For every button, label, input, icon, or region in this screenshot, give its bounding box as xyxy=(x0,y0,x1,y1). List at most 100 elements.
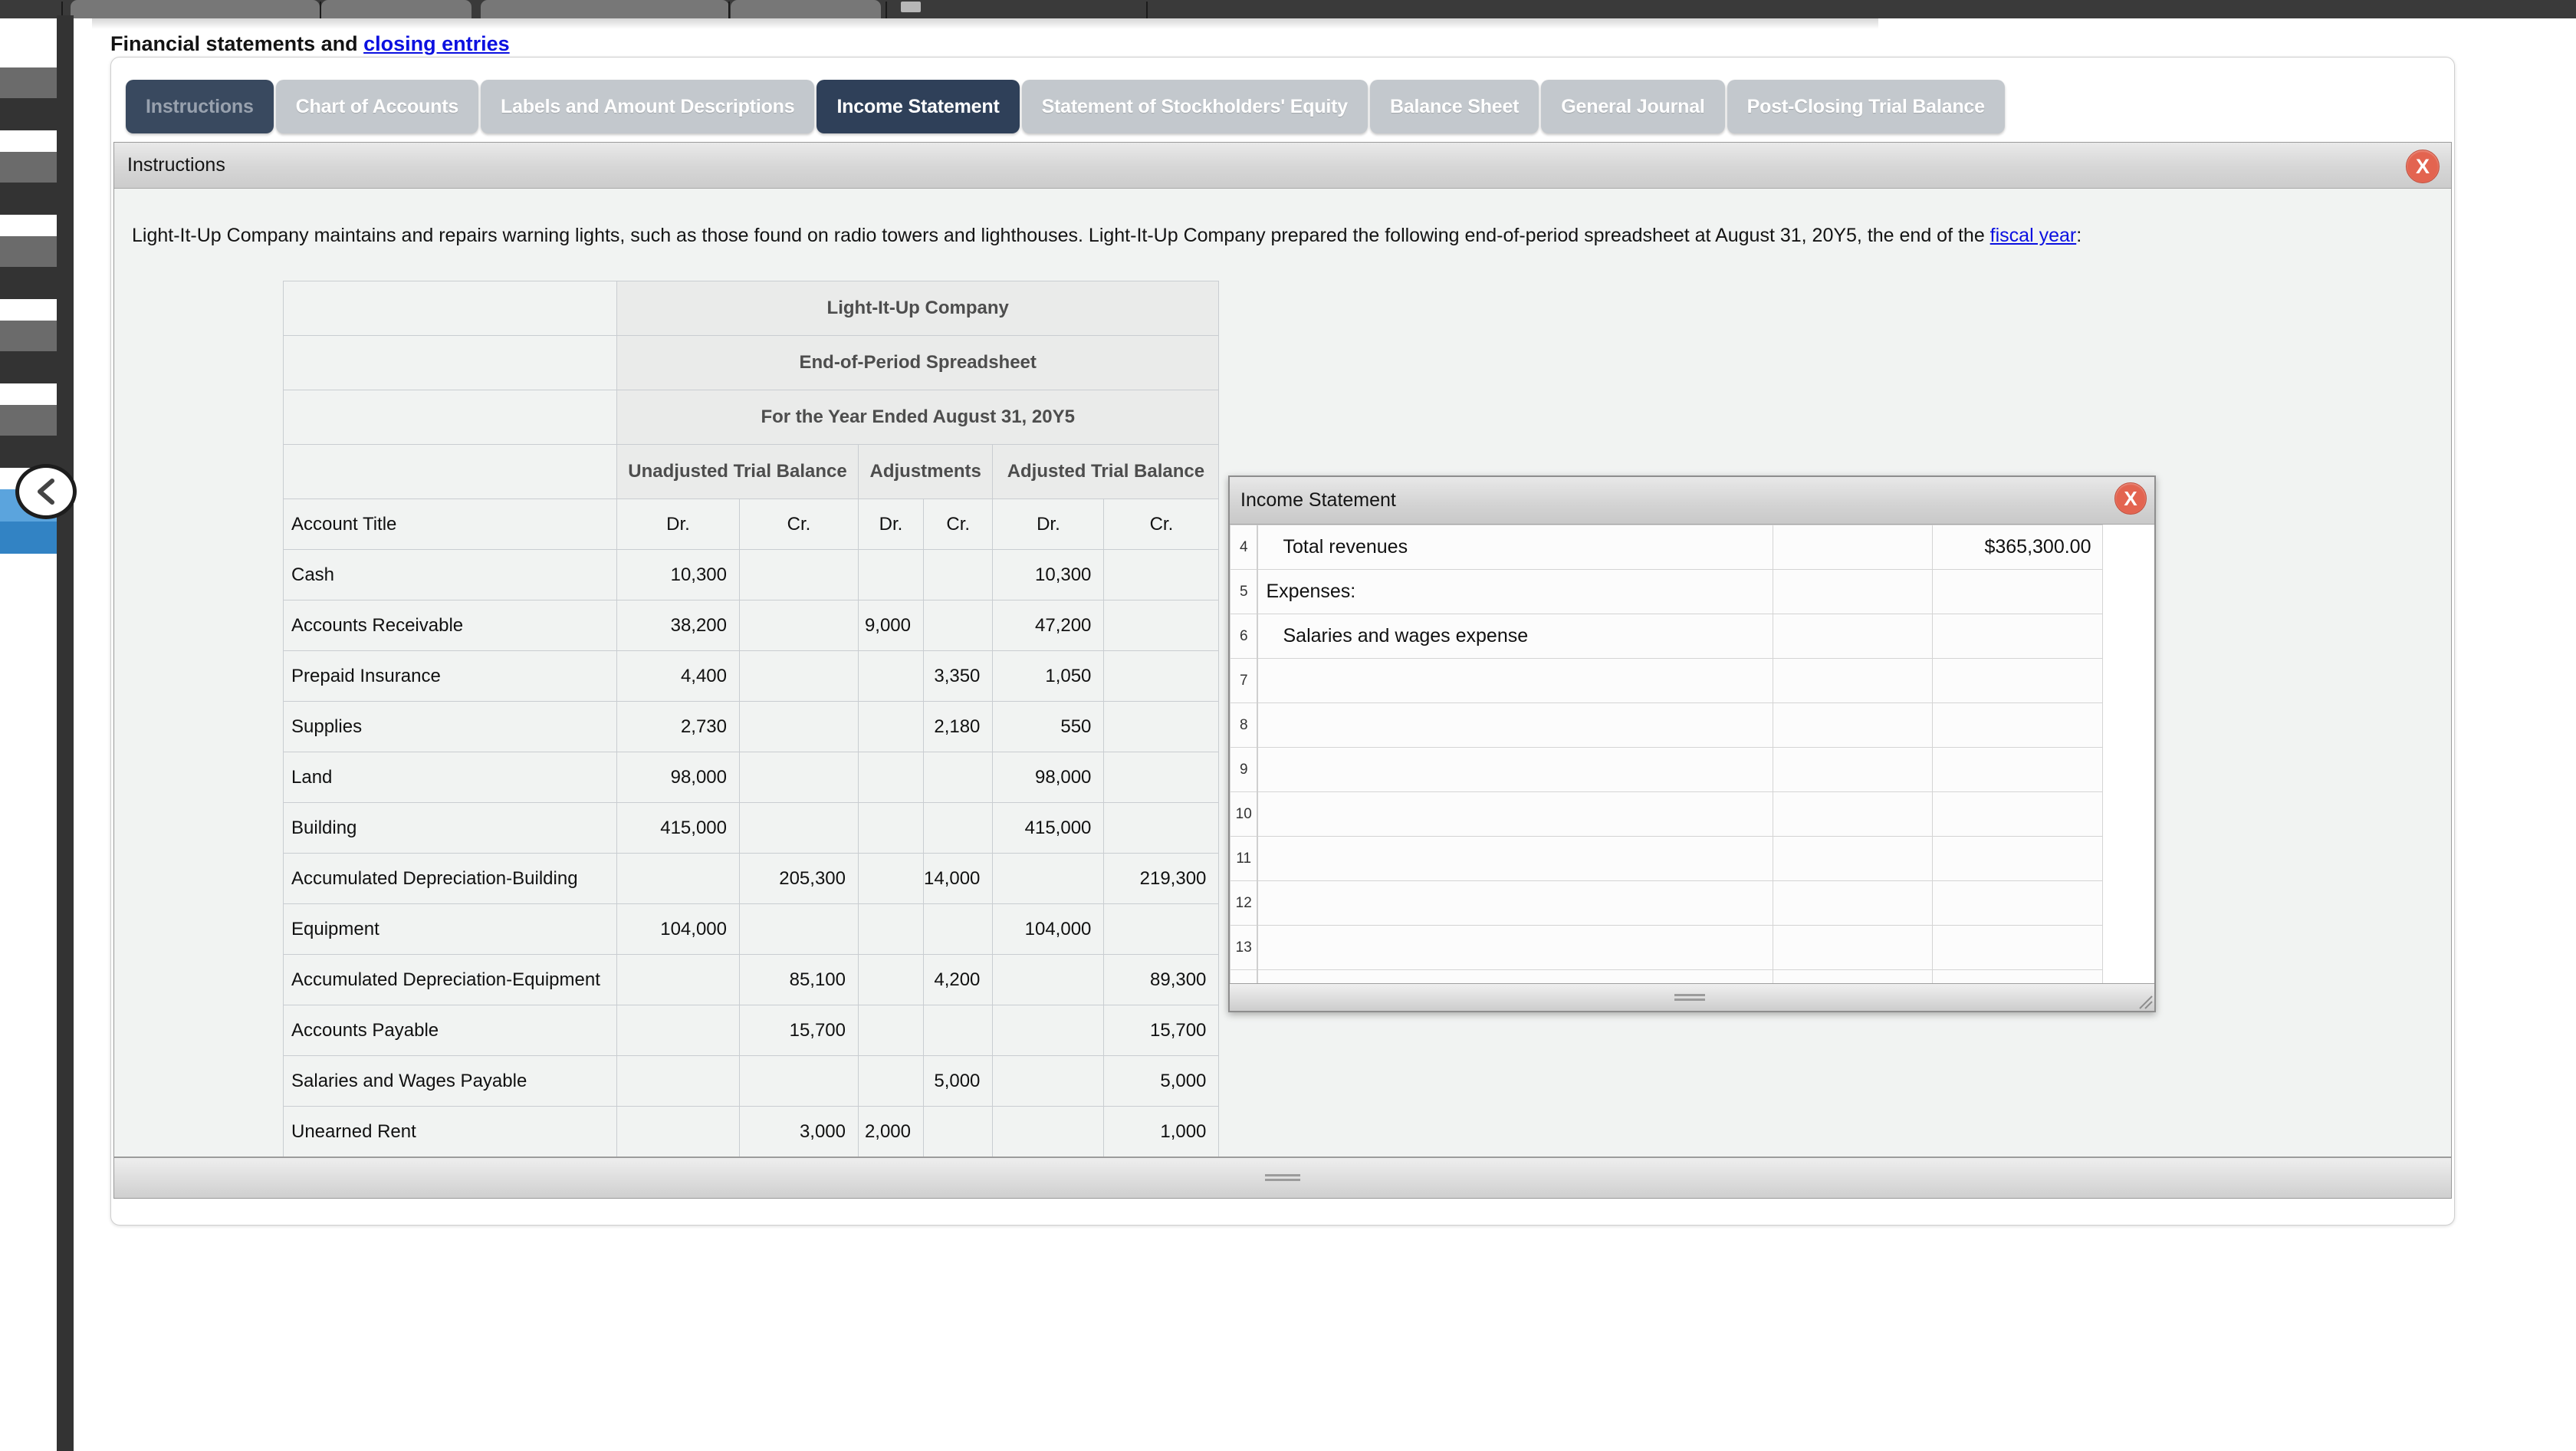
tab-instructions[interactable]: Instructions xyxy=(126,80,274,133)
income-statement-label-cell[interactable] xyxy=(1257,880,1773,926)
sheet-amount-cell xyxy=(739,802,859,854)
income-statement-footer[interactable] xyxy=(1230,983,2154,1011)
income-statement-amount-cell-2[interactable] xyxy=(1931,880,2103,926)
sidebar-item-nav-bar-5[interactable] xyxy=(0,236,57,267)
tab-balance-sheet[interactable]: Balance Sheet xyxy=(1369,80,1539,133)
income-statement-amount-cell-2[interactable] xyxy=(1931,791,2103,837)
browser-strip-shadow xyxy=(92,18,1878,29)
tab-labels-and-amount-descriptions[interactable]: Labels and Amount Descriptions xyxy=(481,80,815,133)
income-statement-row: 10 xyxy=(1230,791,2154,837)
sheet-amount-cell xyxy=(616,1005,740,1056)
tab-post-closing-trial-balance[interactable]: Post-Closing Trial Balance xyxy=(1727,80,2005,133)
income-statement-gutter-cell xyxy=(2101,702,2154,748)
sheet-amount-cell: 10,300 xyxy=(616,549,740,600)
browser-tab-2[interactable] xyxy=(321,0,472,18)
income-statement-amount-cell-2[interactable]: $365,300.00 xyxy=(1931,525,2103,570)
sheet-amount-cell: 98,000 xyxy=(616,752,740,803)
sheet-amount-cell: 47,200 xyxy=(992,600,1105,651)
income-statement-amount-cell-2[interactable] xyxy=(1931,747,2103,792)
sheet-title-row: Light-It-Up Company xyxy=(283,281,1220,336)
income-statement-amount-cell-1[interactable] xyxy=(1772,614,1933,659)
sheet-account-title: Accounts Receivable xyxy=(283,600,617,651)
income-statement-window: Income Statement X 4 Total revenues $365,3… xyxy=(1228,475,2156,1012)
income-statement-grip-icon[interactable] xyxy=(1674,993,1710,1002)
sheet-amount-cell xyxy=(858,853,924,904)
income-statement-amount-cell-2[interactable] xyxy=(1931,569,2103,614)
income-statement-label-cell[interactable] xyxy=(1257,658,1773,703)
closing-entries-link[interactable]: closing entries xyxy=(363,32,510,55)
sheet-amount-cell xyxy=(922,802,994,854)
sheet-amount-cell xyxy=(858,903,924,955)
income-statement-amount-cell-2[interactable] xyxy=(1931,836,2103,881)
close-instructions-button[interactable]: X xyxy=(2406,150,2440,183)
income-statement-label-cell[interactable] xyxy=(1257,836,1773,881)
income-statement-row-number: 9 xyxy=(1230,747,1259,792)
sheet-group-blank xyxy=(283,444,617,499)
sheet-title-row: For the Year Ended August 31, 20Y5 xyxy=(283,390,1220,445)
income-statement-row: 7 xyxy=(1230,658,2154,703)
income-statement-label-cell[interactable] xyxy=(1257,702,1773,748)
resize-grip-icon[interactable] xyxy=(1265,1174,1300,1182)
browser-tab-4[interactable] xyxy=(731,0,881,18)
sidebar-item-nav-bar-10[interactable] xyxy=(0,436,57,468)
sidebar-item-nav-bar-8[interactable] xyxy=(0,351,57,383)
income-statement-window-header[interactable]: Income Statement X xyxy=(1230,477,2154,525)
income-statement-row: 6 Salaries and wages expense xyxy=(1230,614,2154,659)
income-statement-amount-cell-1[interactable] xyxy=(1772,880,1933,926)
tab-chart-of-accounts[interactable]: Chart of Accounts xyxy=(275,80,479,133)
sidebar-item-nav-bar-9[interactable] xyxy=(0,405,57,436)
new-tab-button[interactable] xyxy=(901,2,921,12)
income-statement-amount-cell-1[interactable] xyxy=(1772,836,1933,881)
income-statement-label-cell[interactable] xyxy=(1257,969,1773,985)
income-statement-amount-cell-1[interactable] xyxy=(1772,925,1933,970)
sidebar-item-nav-bar-2[interactable] xyxy=(0,98,57,130)
tab-general-journal[interactable]: General Journal xyxy=(1541,80,1725,133)
income-statement-amount-cell-2[interactable] xyxy=(1931,969,2103,985)
sidebar-item-nav-bar-6[interactable] xyxy=(0,267,57,299)
browser-tab-3[interactable] xyxy=(481,0,729,18)
income-statement-gutter-cell xyxy=(2101,791,2154,837)
tab-statement-of-stockholders-equity[interactable]: Statement of Stockholders' Equity xyxy=(1021,80,1368,133)
sheet-amount-cell xyxy=(616,954,740,1005)
sheet-row: Accumulated Depreciation-Building 205,300… xyxy=(283,853,1220,904)
browser-tab-separator-4 xyxy=(886,2,887,18)
income-statement-amount-cell-1[interactable] xyxy=(1772,969,1933,985)
tab-income-statement[interactable]: Income Statement xyxy=(816,80,1020,133)
sheet-amount-cell xyxy=(992,1005,1105,1056)
sheet-amount-cell xyxy=(1103,650,1220,702)
sheet-amount-cell: 98,000 xyxy=(992,752,1105,803)
sidebar-item-nav-bar-1[interactable] xyxy=(0,67,57,98)
sheet-row: Cash 10,300 10,300 xyxy=(283,549,1220,600)
instructions-resize-footer[interactable] xyxy=(114,1157,2451,1198)
income-statement-label-cell[interactable] xyxy=(1257,791,1773,837)
income-statement-amount-cell-2[interactable] xyxy=(1931,925,2103,970)
income-statement-label-cell[interactable] xyxy=(1257,747,1773,792)
income-statement-amount-cell-1[interactable] xyxy=(1772,747,1933,792)
income-statement-amount-cell-1[interactable] xyxy=(1772,791,1933,837)
close-income-statement-button[interactable]: X xyxy=(2114,482,2147,515)
income-statement-label-cell[interactable]: Salaries and wages expense xyxy=(1257,614,1773,659)
income-statement-label-cell[interactable]: Total revenues xyxy=(1257,525,1773,570)
sidebar-collapse-button[interactable] xyxy=(15,464,77,519)
income-statement-amount-cell-2[interactable] xyxy=(1931,658,2103,703)
income-statement-amount-cell-1[interactable] xyxy=(1772,658,1933,703)
sidebar-item-nav-bar-3[interactable] xyxy=(0,152,57,183)
income-statement-amount-cell-2[interactable] xyxy=(1931,614,2103,659)
sidebar-item-nav-bar-7[interactable] xyxy=(0,321,57,351)
sheet-amount-cell: 4,400 xyxy=(616,650,740,702)
sidebar-item-nav-bar-4[interactable] xyxy=(0,183,57,215)
income-statement-amount-cell-1[interactable] xyxy=(1772,702,1933,748)
income-statement-label-cell[interactable] xyxy=(1257,925,1773,970)
fiscal-year-link[interactable]: fiscal year xyxy=(1990,225,2077,246)
income-statement-amount-cell-1[interactable] xyxy=(1772,569,1933,614)
sidebar-item-nav-bar-selected-dark[interactable] xyxy=(0,522,57,554)
page-title-text: Financial statements and xyxy=(110,32,364,55)
income-statement-amount-cell-2[interactable] xyxy=(1931,702,2103,748)
income-statement-amount-cell-1[interactable] xyxy=(1772,525,1933,570)
sheet-account-title: Equipment xyxy=(283,903,617,955)
browser-tab-1[interactable] xyxy=(71,0,320,18)
sheet-amount-cell xyxy=(739,650,859,702)
sheet-amount-cell: 9,000 xyxy=(858,600,924,651)
income-statement-resize-handle[interactable] xyxy=(2137,993,2154,1010)
income-statement-label-cell[interactable]: Expenses: xyxy=(1257,569,1773,614)
